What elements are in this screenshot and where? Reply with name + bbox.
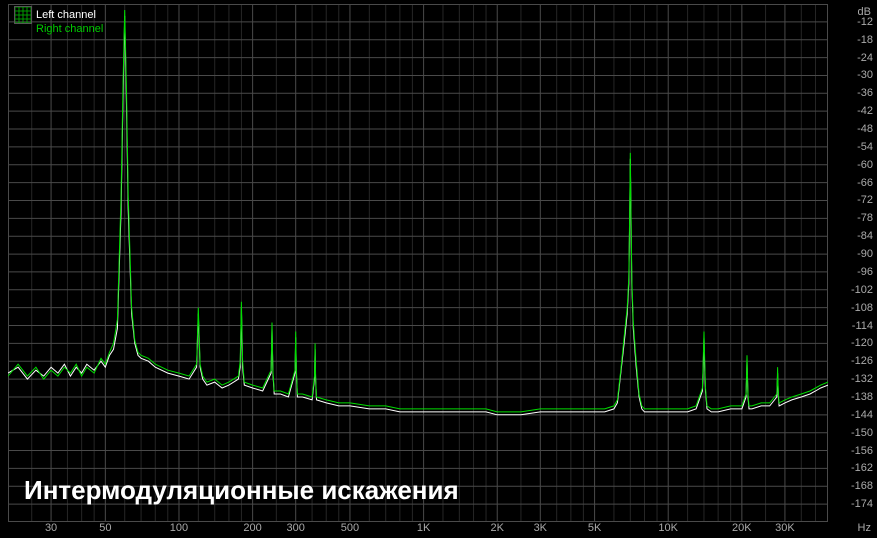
- y-tick-label: -24: [857, 52, 873, 64]
- y-tick-label: -108: [851, 302, 873, 314]
- x-tick-label: 500: [341, 522, 359, 534]
- x-tick-label: 200: [243, 522, 261, 534]
- y-tick-label: -96: [857, 266, 873, 278]
- y-tick-label: -42: [857, 105, 873, 117]
- legend-item-right: Right channel: [36, 22, 103, 36]
- x-tick-label: 2K: [490, 522, 503, 534]
- y-tick-label: -18: [857, 34, 873, 46]
- y-tick-label: -102: [851, 284, 873, 296]
- y-tick-label: -36: [857, 87, 873, 99]
- y-axis-labels: -12 -18 -24 -30 -36 -42 -48 -54 -60 -66 -72 -78 -84 -…: [833, 4, 873, 522]
- y-tick-label: -114: [852, 320, 873, 332]
- y-tick-label: -54: [857, 141, 873, 153]
- y-tick-label: -12: [857, 16, 873, 28]
- spectrum-plot: [8, 4, 828, 522]
- chart-title: Интермодуляционные искажения: [24, 475, 459, 506]
- x-tick-label: 20K: [732, 522, 752, 534]
- y-tick-label: -72: [857, 194, 873, 206]
- legend-item-left: Left channel: [36, 8, 96, 22]
- x-tick-label: 30: [45, 522, 57, 534]
- y-tick-label: -162: [851, 462, 873, 474]
- y-tick-label: -138: [851, 391, 873, 403]
- y-tick-label: -156: [851, 445, 873, 457]
- y-tick-label: -168: [851, 480, 873, 492]
- y-tick-label: -66: [857, 177, 873, 189]
- x-tick-label: 30K: [775, 522, 795, 534]
- y-tick-label: -60: [857, 159, 873, 171]
- y-tick-label: -48: [857, 123, 873, 135]
- data-layer: [8, 4, 828, 522]
- x-tick-label: 50: [99, 522, 111, 534]
- y-tick-label: -126: [851, 355, 873, 367]
- x-axis-labels: 30 50 100 200 300 500 1K 2K 3K 5K 10K 20K 30K: [8, 522, 828, 536]
- x-tick-label: 100: [170, 522, 188, 534]
- y-tick-label: -144: [851, 409, 873, 421]
- x-tick-label: 300: [287, 522, 305, 534]
- y-tick-label: -150: [851, 427, 873, 439]
- x-tick-label: 5K: [588, 522, 601, 534]
- y-tick-label: -30: [857, 69, 873, 81]
- x-tick-label: 10K: [658, 522, 678, 534]
- y-tick-label: -120: [851, 337, 873, 349]
- y-tick-label: -132: [851, 373, 873, 385]
- x-tick-label: 1K: [417, 522, 430, 534]
- x-axis-unit: Hz: [858, 522, 871, 534]
- y-tick-label: -78: [857, 212, 873, 224]
- y-tick-label: -84: [857, 230, 873, 242]
- legend: Left channel Right channel: [14, 8, 103, 36]
- y-tick-label: -90: [857, 248, 873, 260]
- y-tick-label: -174: [851, 498, 873, 510]
- x-tick-label: 3K: [534, 522, 547, 534]
- legend-grid-icon: [14, 6, 32, 24]
